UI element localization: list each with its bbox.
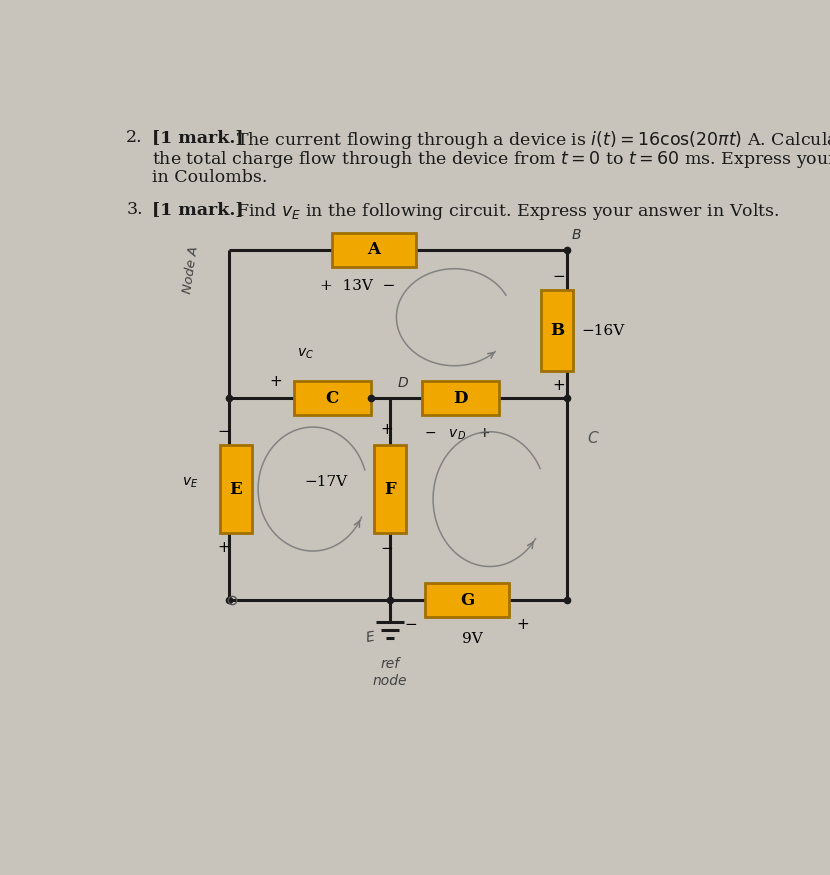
- Text: E: E: [365, 630, 376, 645]
- Text: 9V: 9V: [462, 632, 483, 646]
- Text: node: node: [373, 675, 408, 689]
- Text: ref: ref: [380, 657, 399, 671]
- Text: in Coulombs.: in Coulombs.: [152, 169, 267, 186]
- Text: −: −: [553, 269, 565, 284]
- Text: +  13V  −: + 13V −: [320, 279, 396, 293]
- Text: $v_E$: $v_E$: [183, 475, 198, 489]
- Text: [1 mark.]: [1 mark.]: [152, 200, 243, 218]
- Text: 3.: 3.: [126, 200, 143, 218]
- Text: B: B: [550, 322, 564, 340]
- Text: −16V: −16V: [581, 324, 624, 338]
- FancyBboxPatch shape: [425, 584, 509, 617]
- FancyBboxPatch shape: [541, 290, 574, 371]
- FancyBboxPatch shape: [422, 382, 500, 415]
- Text: F: F: [384, 480, 396, 498]
- Text: C: C: [588, 431, 598, 446]
- Text: A: A: [368, 242, 380, 258]
- Text: −: −: [217, 424, 231, 438]
- Text: Node A: Node A: [181, 246, 200, 295]
- Text: The current flowing through a device is $i(t) = 16\cos(20\pi t)$ A. Calculate: The current flowing through a device is …: [236, 129, 830, 150]
- Text: −: −: [380, 541, 393, 556]
- Text: D: D: [398, 376, 408, 390]
- Text: Find $v_E$ in the following circuit. Express your answer in Volts.: Find $v_E$ in the following circuit. Exp…: [236, 200, 779, 221]
- Text: 2.: 2.: [126, 129, 143, 145]
- Text: D: D: [453, 389, 468, 407]
- Text: +: +: [553, 378, 565, 393]
- Text: +: +: [380, 422, 393, 438]
- Text: +: +: [517, 617, 530, 632]
- Text: +: +: [269, 374, 282, 388]
- Text: B: B: [572, 228, 582, 242]
- Text: the total charge flow through the device from $t = 0$ to $t = 60$ ms. Express yo: the total charge flow through the device…: [152, 149, 830, 170]
- Text: G: G: [460, 592, 474, 609]
- Text: −17V: −17V: [304, 475, 347, 489]
- FancyBboxPatch shape: [219, 445, 251, 533]
- FancyBboxPatch shape: [374, 445, 406, 533]
- Text: $v_C$: $v_C$: [297, 346, 314, 361]
- FancyBboxPatch shape: [332, 233, 416, 267]
- Text: C: C: [325, 389, 339, 407]
- FancyBboxPatch shape: [294, 382, 371, 415]
- Text: [1 mark.]: [1 mark.]: [152, 129, 243, 145]
- Text: −: −: [405, 617, 417, 632]
- Text: +: +: [217, 540, 231, 555]
- Text: $-$   $v_D$   $+$: $-$ $v_D$ $+$: [424, 427, 491, 443]
- Text: E: E: [229, 480, 242, 498]
